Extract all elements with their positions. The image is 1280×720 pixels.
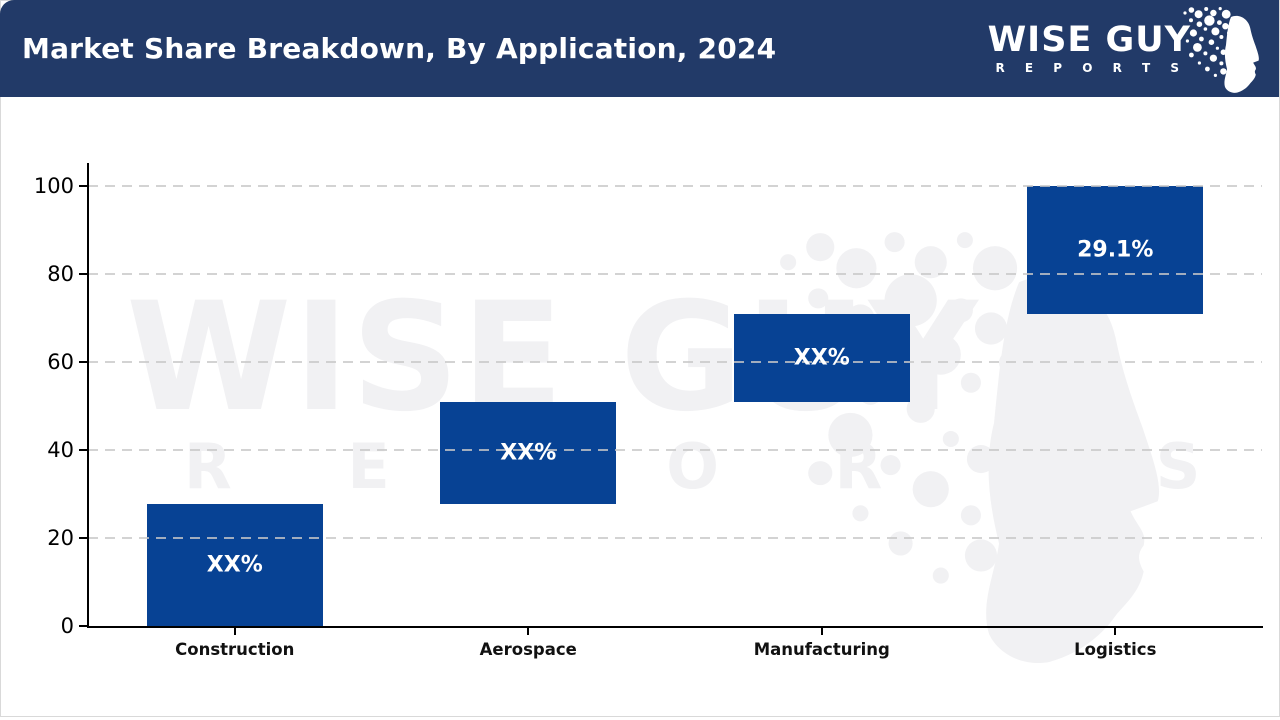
- y-tick-label: 40: [47, 437, 74, 462]
- bar-logistics: [1027, 185, 1204, 314]
- y-axis-line: [87, 163, 89, 628]
- logo-wiseguy-label: WISE GUY: [987, 19, 1191, 60]
- gridline-y20: [88, 536, 1262, 539]
- x-category-label-manufacturing: Manufacturing: [753, 640, 890, 659]
- logo-reports-label: R E P O R T S: [995, 60, 1188, 75]
- x-axis-line: [87, 626, 1263, 628]
- x-tick: [527, 628, 530, 635]
- bar-value-label: XX%: [793, 345, 850, 371]
- gridline-y40: [88, 448, 1262, 451]
- y-tick-label: 60: [47, 349, 74, 374]
- gridline-y100: [88, 184, 1262, 187]
- bar-value-label: XX%: [500, 440, 557, 466]
- bar-aerospace: [440, 401, 617, 504]
- gridline-y60: [88, 360, 1262, 363]
- logo-text: WISE GUY R E P O R T S: [987, 19, 1191, 75]
- y-tick-label: 0: [60, 614, 74, 638]
- y-tick: [79, 536, 87, 539]
- gridline-y80: [88, 272, 1262, 275]
- x-category-label-logistics: Logistics: [1074, 640, 1157, 659]
- wise-guy-reports-logo: WISE GUY R E P O R T S: [988, 5, 1273, 93]
- bar-value-label: 29.1%: [1077, 237, 1154, 263]
- bar-construction: [146, 503, 323, 626]
- y-tick-label: 100: [33, 173, 74, 198]
- bar-manufacturing: [733, 313, 910, 402]
- y-tick-label: 80: [47, 261, 74, 286]
- y-tick: [79, 625, 87, 627]
- page-title: Market Share Breakdown, By Application, …: [22, 32, 777, 65]
- y-tick: [79, 360, 87, 363]
- y-tick: [79, 184, 87, 187]
- y-tick: [79, 448, 87, 451]
- x-category-label-aerospace: Aerospace: [479, 640, 577, 659]
- header-bar: Market Share Breakdown, By Application, …: [0, 0, 1279, 97]
- bar-value-label: XX%: [206, 552, 263, 578]
- x-tick: [233, 628, 236, 635]
- x-category-label-construction: Construction: [175, 640, 295, 659]
- logo-dotted-face-icon: [1183, 6, 1259, 93]
- y-tick: [79, 272, 87, 275]
- y-tick-label: 20: [47, 525, 74, 550]
- x-tick: [1114, 628, 1117, 635]
- x-tick: [820, 628, 823, 635]
